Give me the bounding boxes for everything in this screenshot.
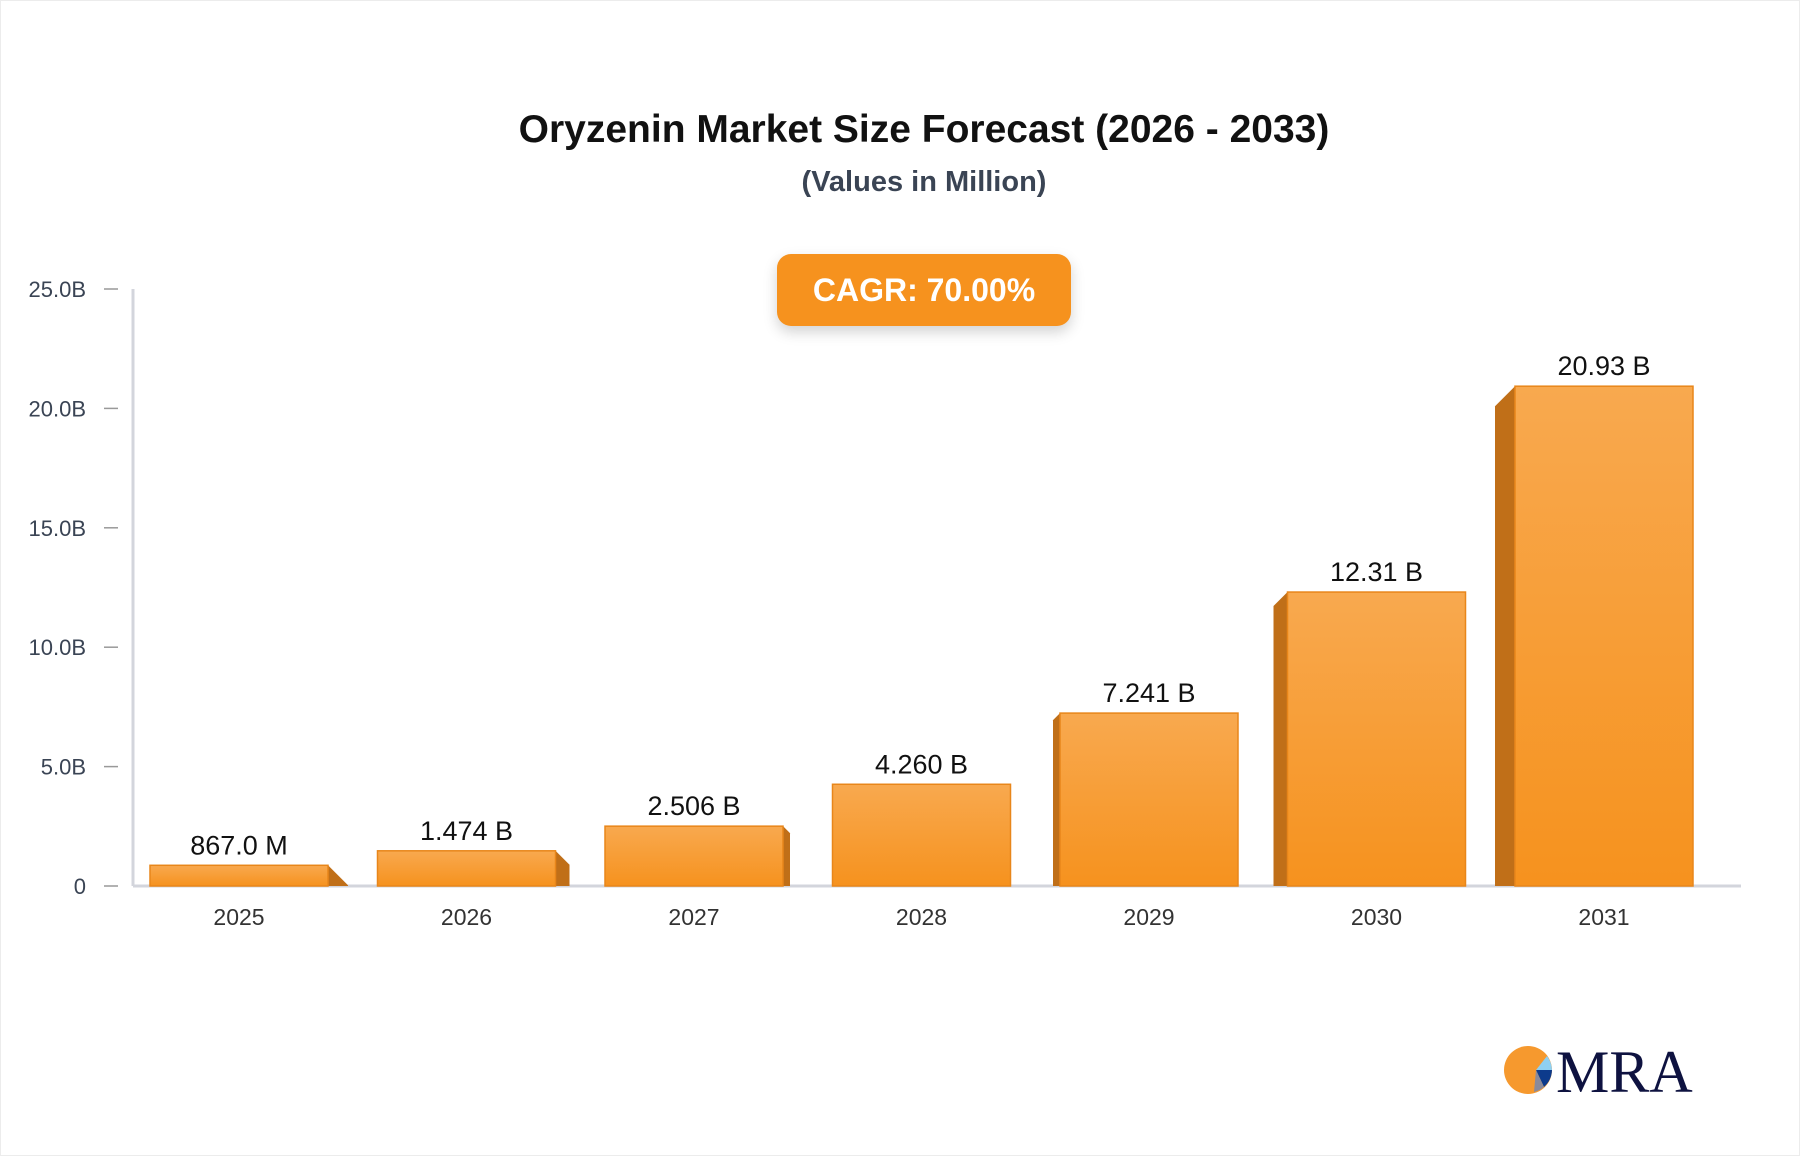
bar-side (1053, 713, 1060, 886)
bar (1514, 385, 1694, 887)
data-label: 4.260 B (875, 749, 968, 779)
x-tick-label: 2026 (441, 904, 492, 930)
cagr-badge: CAGR: 70.00% (777, 254, 1071, 326)
bar-side (1495, 386, 1515, 886)
x-tick-label: 2027 (668, 904, 719, 930)
data-label: 12.31 B (1330, 557, 1423, 587)
x-tick-label: 2031 (1578, 904, 1629, 930)
data-label: 7.241 B (1102, 678, 1195, 708)
bar-side (328, 865, 348, 886)
chart-title: Oryzenin Market Size Forecast (2026 - 20… (518, 108, 1330, 151)
bar (376, 850, 557, 887)
x-tick-label: 2028 (896, 904, 947, 930)
logo-text: MRA (1556, 1040, 1693, 1100)
y-tick-label: 0 (74, 874, 86, 899)
mra-logo: MRA (1504, 1040, 1693, 1100)
y-tick-label: 20.0B (29, 396, 87, 421)
data-label: 1.474 B (420, 816, 513, 846)
bar (1286, 591, 1467, 887)
bar (1059, 712, 1239, 887)
bar-side (555, 850, 570, 886)
x-tick-label: 2030 (1351, 904, 1402, 930)
x-tick-label: 2029 (1123, 904, 1174, 930)
data-label: 20.93 B (1557, 351, 1650, 381)
bar (604, 825, 784, 887)
bar (149, 864, 329, 887)
chart-subtitle: (Values in Million) (801, 166, 1047, 198)
y-tick-label: 15.0B (29, 516, 87, 541)
bar-side (783, 826, 790, 886)
y-tick-label: 25.0B (29, 277, 87, 302)
y-tick-label: 5.0B (41, 755, 86, 780)
bar (831, 783, 1012, 887)
x-tick-label: 2025 (213, 904, 264, 930)
data-label: 867.0 M (190, 830, 288, 860)
data-label: 2.506 B (647, 791, 740, 821)
y-tick-label: 10.0B (29, 635, 87, 660)
bar-side (1273, 592, 1288, 886)
